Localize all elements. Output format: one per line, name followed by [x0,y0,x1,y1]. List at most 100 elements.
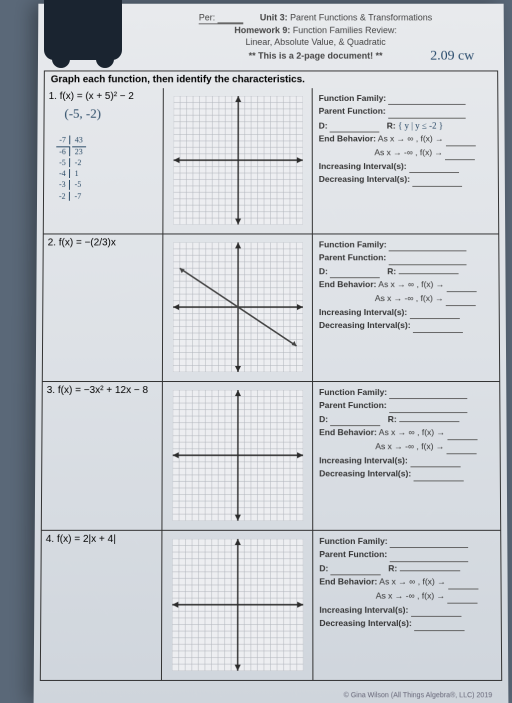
eb1-pre: As x → ∞ , [378,134,418,144]
blank-eb1[interactable] [448,580,478,589]
blank-dec[interactable] [413,324,463,333]
problem-row: 4. f(x) = 2|x + 4| Function Family: Pare… [40,530,502,680]
blank-parent[interactable] [388,110,466,119]
eb1-post: f(x) → [422,577,445,587]
blank-eb1[interactable] [447,431,477,440]
blank-family[interactable] [390,390,468,399]
worksheet-page: Per: Unit 3: Parent Functions & Transfor… [34,4,509,703]
label-d: D: [319,414,328,424]
blank-inc[interactable] [410,310,460,319]
label-dec: Decreasing Interval(s): [319,174,410,184]
eb2-post: f(x) → [420,147,443,157]
graph-cell [162,382,313,530]
blank-eb2[interactable] [448,594,478,603]
eb2-pre: As x → -∞ , [375,441,419,451]
blank-eb2[interactable] [445,151,475,160]
blank-parent[interactable] [389,256,467,265]
eb1-post: f(x) → [421,134,444,144]
eb2-post: f(x) → [422,590,445,600]
graph-cell [163,88,312,233]
problem-cell: 3. f(x) = −3x² + 12x − 8 [42,382,163,530]
label-r: R: [388,414,397,424]
problem-cell: 1. f(x) = (x + 5)² − 2 (-5, -2) -743-623… [44,88,164,233]
eb1-pre: As x → ∞ , [378,280,419,290]
label-dec: Decreasing Interval(s): [319,320,411,330]
blank-dec[interactable] [414,622,464,631]
blank-family[interactable] [389,243,467,252]
blank-parent[interactable] [390,553,469,562]
section-title: Graph each function, then identify the c… [44,70,499,88]
label-eb: End Behavior: [319,134,376,144]
label-dec: Decreasing Interval(s): [319,618,411,628]
label-family: Function Family: [319,387,387,397]
problem-num: 4. [46,533,54,544]
graph-cell [162,530,313,679]
characteristics-cell: Function Family: Parent Function: D: R: … [313,382,500,530]
problem-num: 3. [47,385,55,396]
label-parent: Parent Function: [319,106,386,116]
problem-fx: f(x) = (x + 5)² − 2 [60,91,134,102]
label-d: D: [319,120,328,130]
label-parent: Parent Function: [319,549,387,559]
binder-clip [44,0,122,60]
label-family: Function Family: [319,535,387,545]
characteristics-cell: Function Family: Parent Function: D: R: … [313,530,501,679]
problem-num: 1. [49,91,57,102]
eb1-pre: As x → ∞ , [379,577,420,587]
handwritten-vertex: (-5, -2) [64,105,101,121]
per-label: Per: [199,13,215,23]
problem-fx: f(x) = −(2/3)x [59,237,116,248]
eb2-pre: As x → -∞ , [374,147,417,157]
blank-eb2[interactable] [447,445,477,454]
blank-family[interactable] [389,96,466,105]
label-eb: End Behavior: [319,427,377,437]
footer-credit: © Gina Wilson (All Things Algebra®, LLC)… [344,692,493,699]
label-r: R: [388,563,397,573]
problem-fx: f(x) = −3x² + 12x − 8 [58,385,148,396]
blank-dec[interactable] [414,472,464,481]
label-d: D: [319,563,328,573]
characteristics-cell: Function Family: Parent Function: D: R: … [313,88,499,233]
blank-parent[interactable] [389,404,467,413]
eb1-post: f(x) → [421,280,444,290]
label-eb: End Behavior: [319,577,377,587]
hw-sub: Linear, Absolute Value, & Quadratic [133,36,498,48]
blank-inc[interactable] [410,458,460,467]
coordinate-grid [173,96,303,224]
eb2-pre: As x → -∞ , [376,590,420,600]
label-dec: Decreasing Interval(s): [319,468,411,478]
eb1-pre: As x → ∞ , [379,427,420,437]
label-inc: Increasing Interval(s): [319,604,408,614]
label-inc: Increasing Interval(s): [319,455,408,465]
problem-cell: 4. f(x) = 2|x + 4| [41,530,163,679]
blank-d[interactable] [330,270,380,279]
blank-eb1[interactable] [447,283,477,292]
handwritten-code: 2.09 cw [430,49,474,65]
blank-d[interactable] [330,124,380,133]
problem-cell: 2. f(x) = −(2/3)x [43,234,164,381]
graph-cell [163,234,313,381]
blank-eb1[interactable] [446,137,476,146]
blank-d[interactable] [330,417,380,426]
unit-label: Unit 3: [260,13,288,23]
label-parent: Parent Function: [319,400,387,410]
blank-family[interactable] [390,539,468,548]
problem-row: 1. f(x) = (x + 5)² − 2 (-5, -2) -743-623… [43,88,499,234]
label-parent: Parent Function: [319,252,386,262]
blank-inc[interactable] [411,608,461,617]
blank-d[interactable] [331,567,381,576]
label-inc: Increasing Interval(s): [319,161,407,171]
blank-dec[interactable] [412,178,462,187]
hw-label: Homework 9: [234,25,290,35]
label-eb: End Behavior: [319,280,377,290]
coordinate-grid [172,390,303,521]
unit-title: Parent Functions & Transformations [290,13,432,23]
blank-inc[interactable] [409,164,459,173]
eb2-pre: As x → -∞ , [375,293,418,303]
blank-eb2[interactable] [446,297,476,306]
eb2-post: f(x) → [421,441,444,451]
label-r: R: [387,120,396,130]
per-blank[interactable] [218,15,244,24]
label-family: Function Family: [319,239,387,249]
problem-num: 2. [48,237,56,248]
